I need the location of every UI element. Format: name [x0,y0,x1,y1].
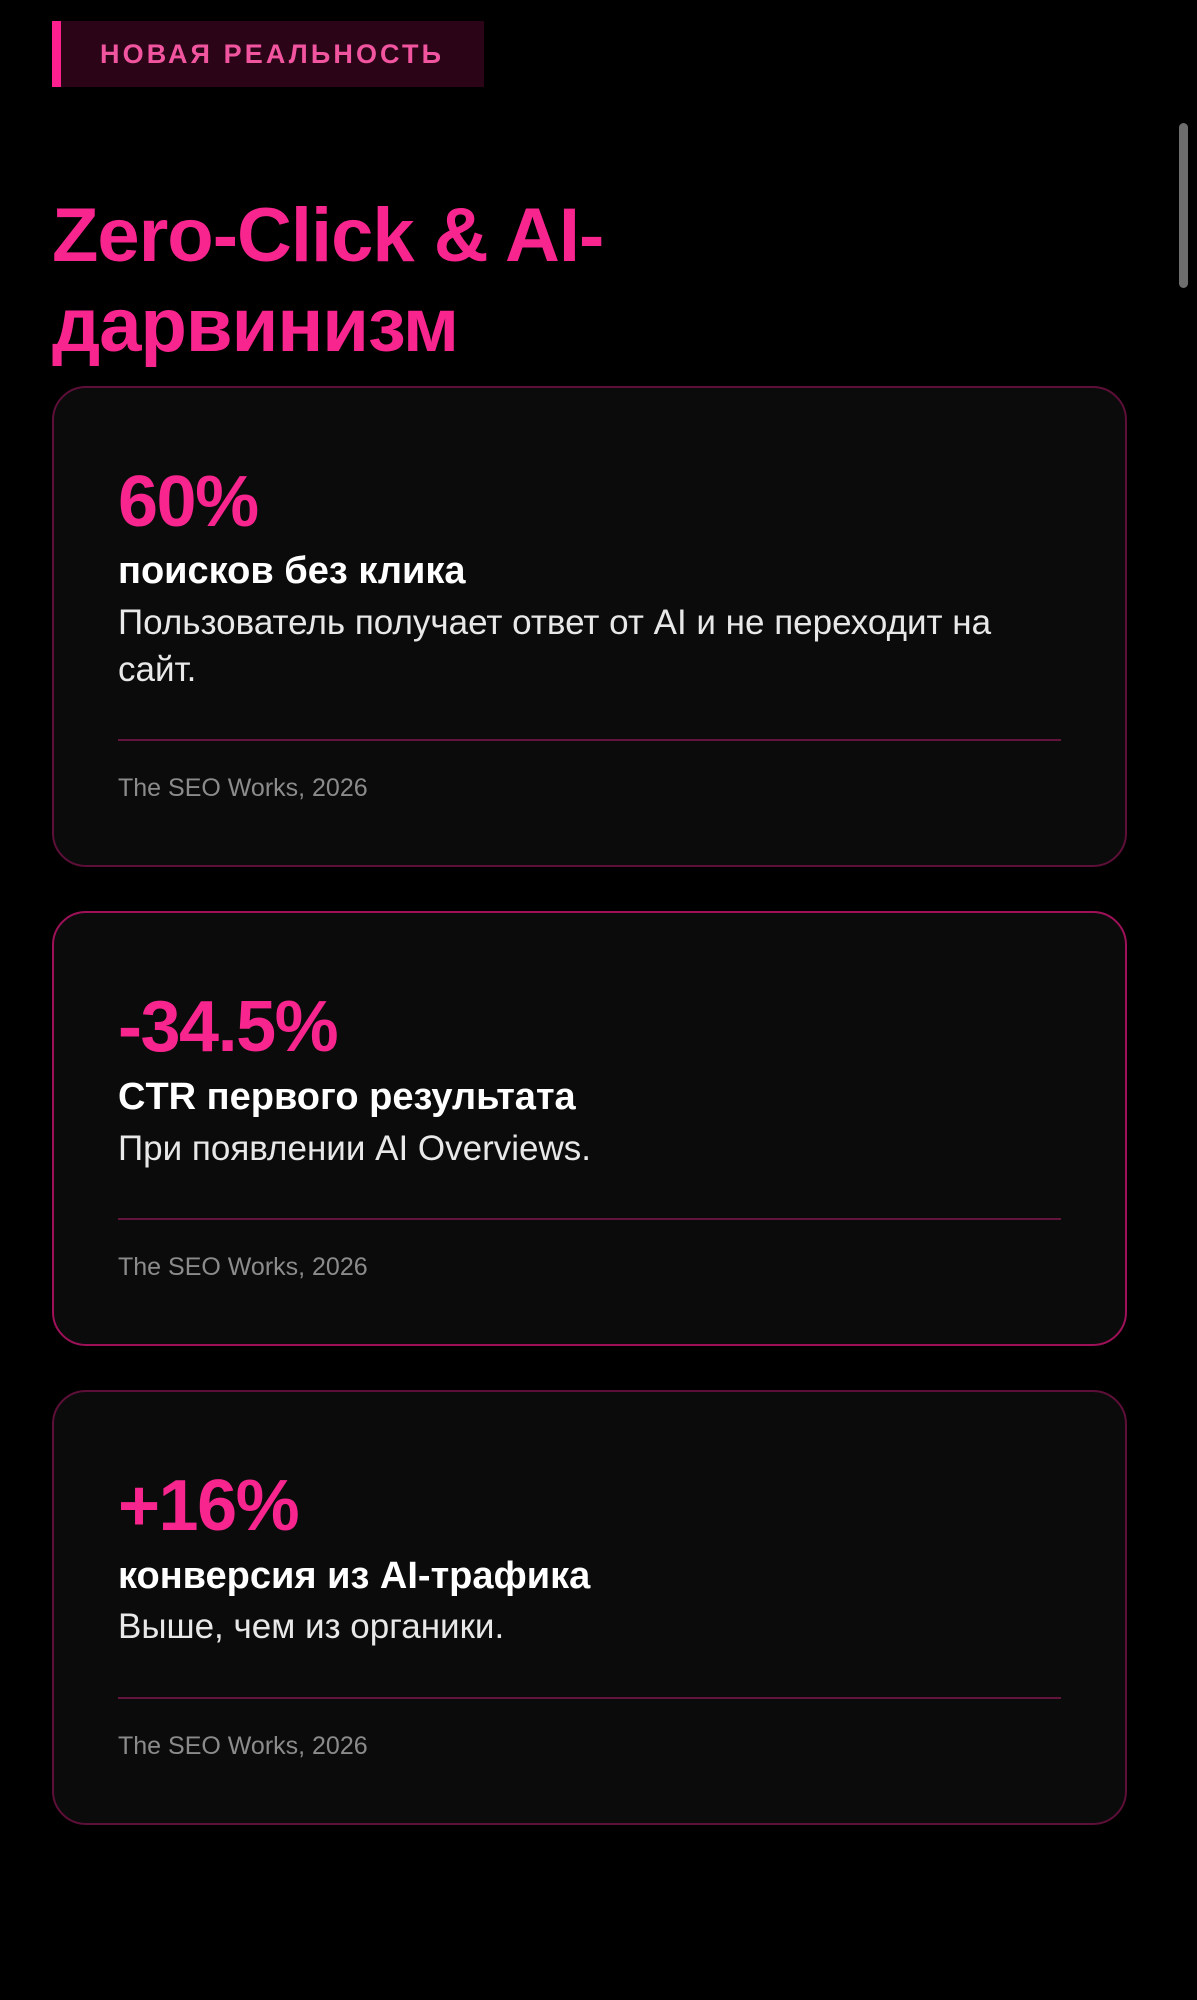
page-title-line-2: дарвинизм [52,282,459,368]
scrollbar-thumb[interactable] [1179,123,1188,288]
badge-body: НОВАЯ РЕАЛЬНОСТЬ [61,21,485,87]
eyebrow-badge: НОВАЯ РЕАЛЬНОСТЬ [52,21,485,87]
stat-label: поисков без клика [118,550,466,593]
stat-card[interactable]: 60% поисков без клика Пользователь получ… [52,386,1127,868]
stat-description: Выше, чем из органики. [118,1607,505,1647]
divider [118,1696,1061,1699]
stat-card[interactable]: -34.5% CTR первого результата При появле… [52,911,1127,1347]
stat-description: Пользователь получает ответ от AI и не п… [118,603,992,689]
stat-source: The SEO Works, 2026 [118,1253,368,1282]
stat-label: конверсия из AI-трафика [118,1554,591,1597]
stat-source: The SEO Works, 2026 [118,774,368,803]
page-title: Zero-Click & AI- дарвинизм [52,191,752,370]
stat-card[interactable]: +16% конверсия из AI-трафика Выше, чем и… [52,1390,1127,1825]
divider [118,739,1061,742]
stat-card-list: 60% поисков без клика Пользователь получ… [52,386,1127,1869]
scrollbar-track[interactable] [1179,0,1197,2000]
stat-label: CTR первого результата [118,1075,576,1118]
stat-value: +16% [118,1466,300,1547]
stat-source: The SEO Works, 2026 [118,1731,368,1760]
badge-label: НОВАЯ РЕАЛЬНОСТЬ [100,38,445,69]
page-title-line-1: Zero-Click & AI- [52,192,604,278]
stat-value: -34.5% [118,987,339,1068]
divider [118,1218,1061,1221]
stat-description: При появлении AI Overviews. [118,1128,591,1168]
stat-value: 60% [118,462,259,542]
badge-accent-bar [52,21,61,87]
